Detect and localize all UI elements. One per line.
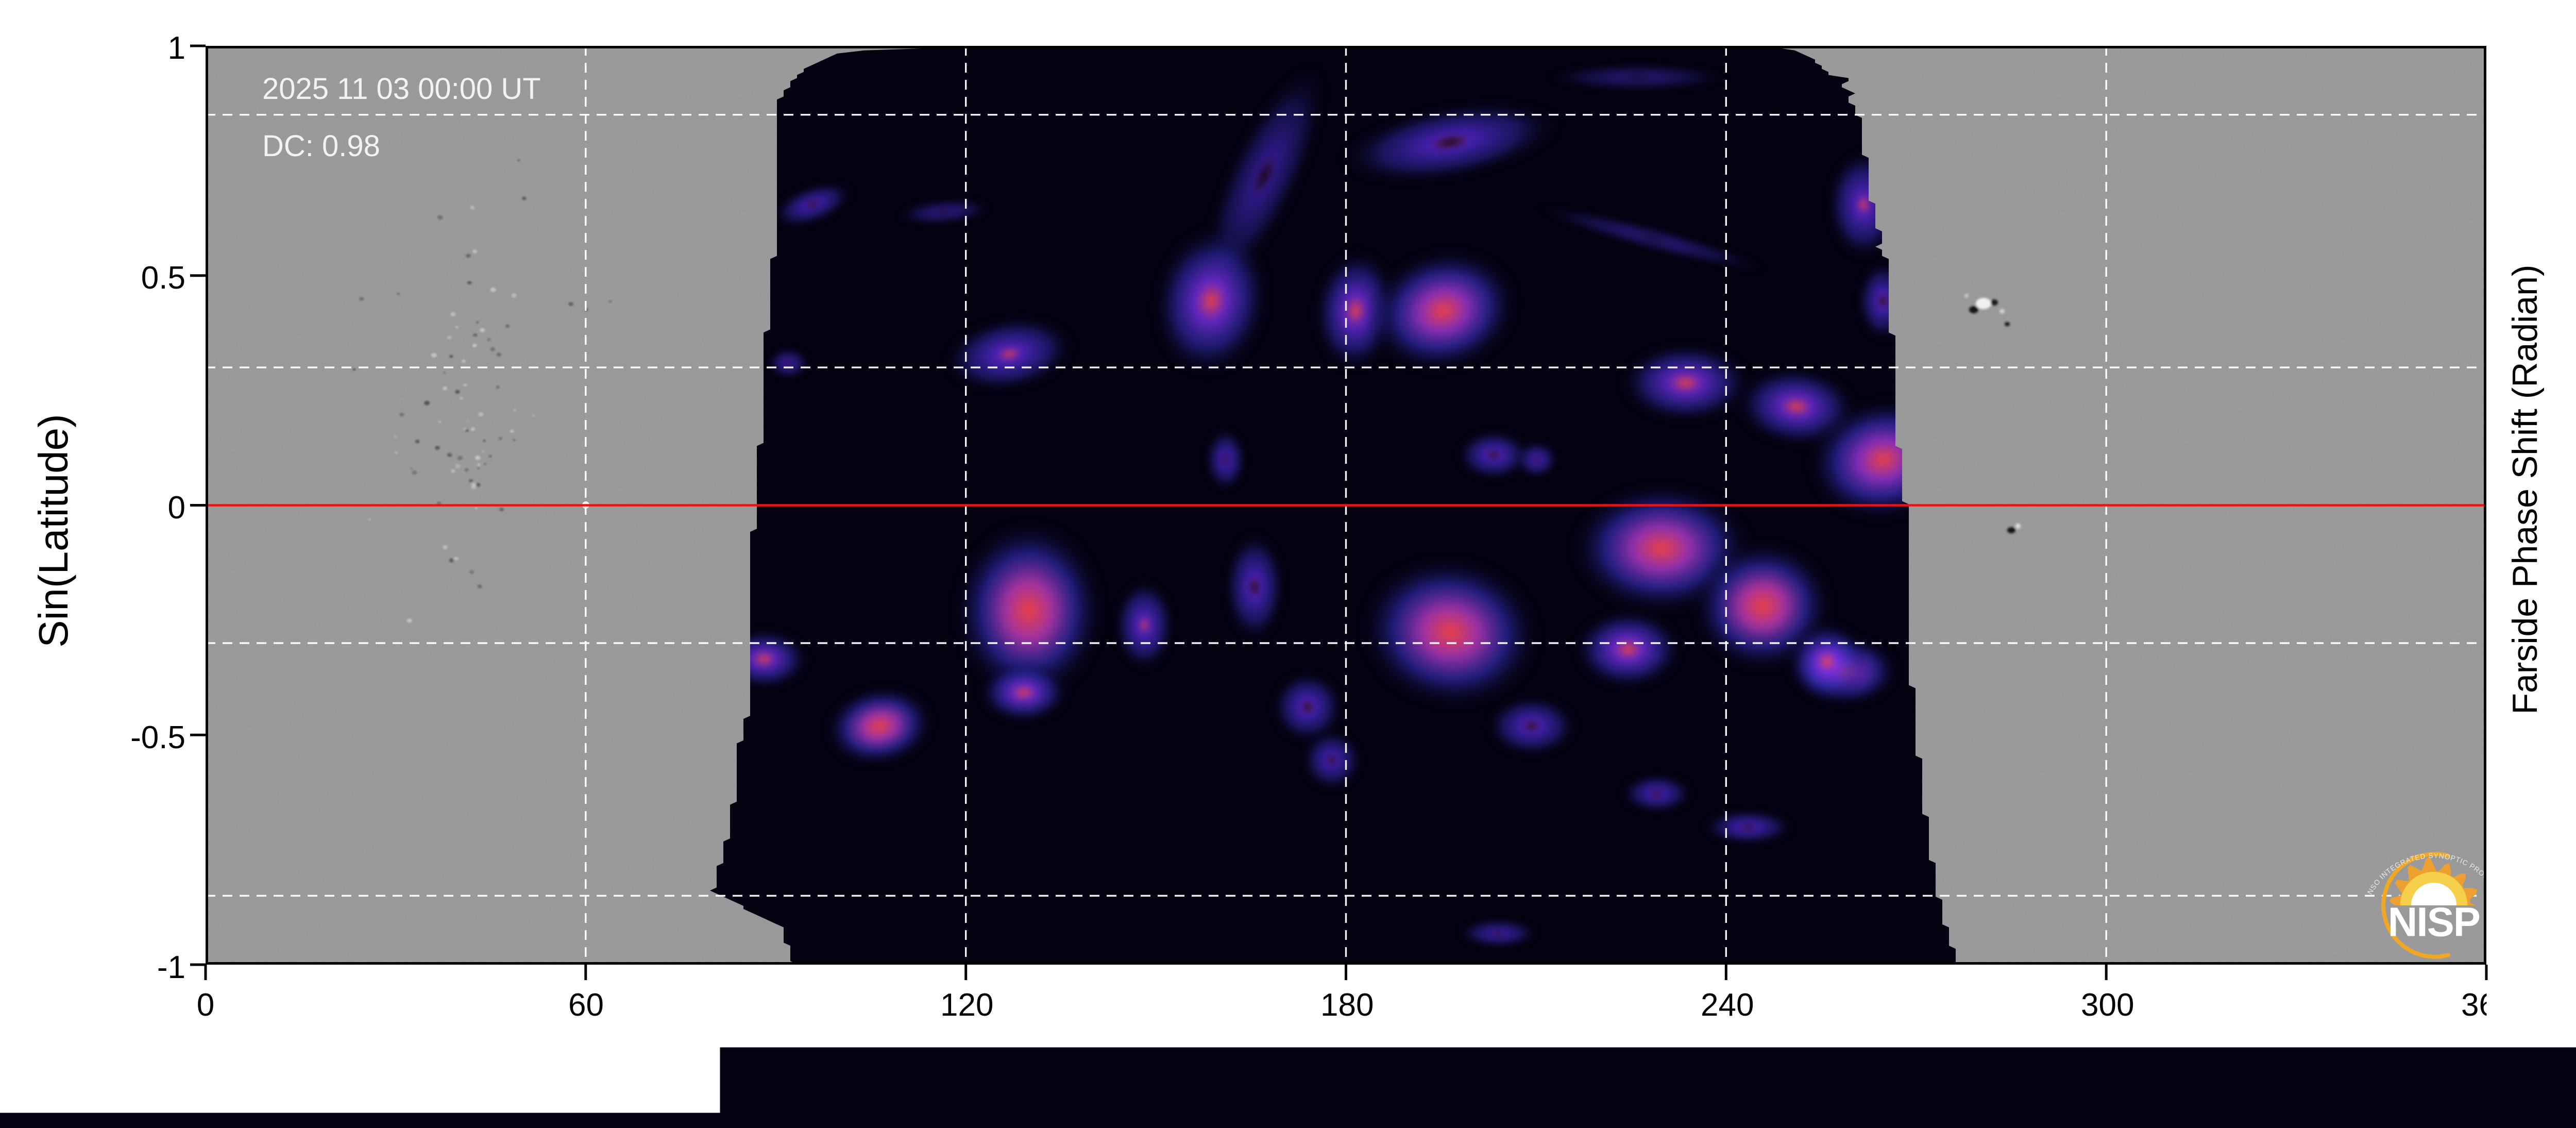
svg-text:NISP: NISP: [2388, 899, 2480, 945]
